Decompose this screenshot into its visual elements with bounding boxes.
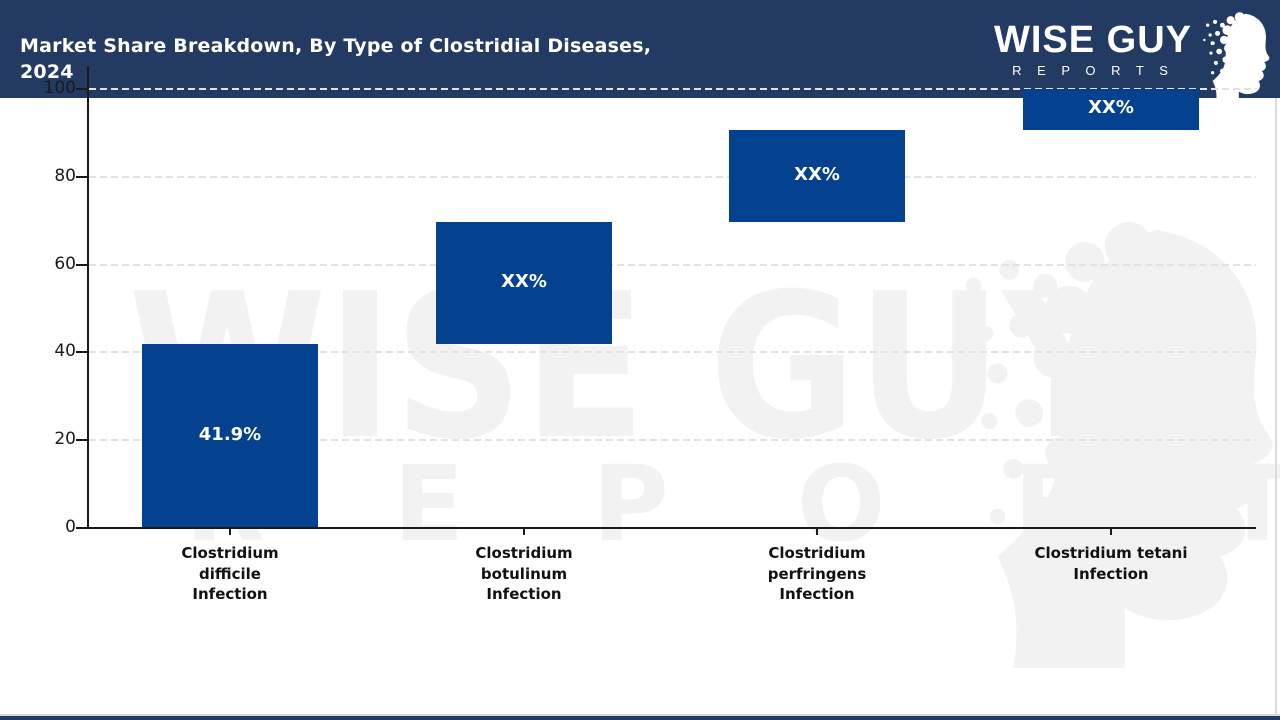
title-line-1: Market Share Breakdown, By Type of Clost… (20, 35, 652, 57)
dotted-face-profile-icon (1203, 12, 1270, 104)
y-axis-spine (87, 67, 89, 529)
logo-wordmark: WISE GUY (993, 19, 1192, 61)
category-label-3: Clostridium perfringens Infection (687, 543, 947, 605)
title-line-2: 2024 (20, 61, 74, 83)
category-label-line: Infection (192, 585, 268, 603)
gridline-100 (89, 88, 1256, 90)
bar-value-label-2: XX% (501, 271, 547, 293)
y-tick-label-100: 100 (43, 78, 76, 98)
category-label-line: Infection (1073, 564, 1149, 583)
footer-bar (0, 716, 1280, 720)
y-tick-20 (76, 439, 88, 442)
x-tick-2 (523, 529, 525, 535)
category-label-line: Infection (779, 585, 855, 603)
y-tick-60 (76, 263, 88, 266)
page-title: Market Share Breakdown, By Type of Clost… (20, 33, 651, 85)
category-label-line: difficile (199, 564, 261, 583)
bar-value-label-4: XX% (1088, 97, 1134, 119)
y-tick-40 (76, 351, 88, 354)
header: Market Share Breakdown, By Type of Clost… (0, 0, 1280, 104)
gridline-20 (89, 439, 1256, 442)
x-tick-1 (229, 529, 231, 535)
y-tick-label-0: 0 (65, 517, 76, 537)
gridline-40 (89, 351, 1256, 354)
category-label-1: Clostridium difficile Infection (100, 543, 360, 605)
x-tick-3 (816, 529, 818, 535)
y-tick-label-80: 80 (54, 165, 76, 186)
category-label-2: Clostridium botulinum Infection (394, 543, 654, 605)
wiseguy-logo: WISE GUY R E P O R T S (994, 8, 1270, 104)
bar-segment-4 (1023, 89, 1199, 130)
category-label-line: Clostridium (768, 544, 866, 562)
y-tick-label-20: 20 (54, 429, 76, 450)
y-tick-label-40: 40 (54, 341, 76, 362)
category-label-line: Clostridium (181, 544, 279, 562)
category-label-line: botulinum (480, 564, 568, 583)
footer-divider (0, 714, 1280, 716)
gridline-60 (89, 263, 1256, 266)
category-label-4: Clostridium tetani Infection (981, 543, 1241, 584)
category-label-line: Clostridium tetani (1034, 544, 1188, 562)
bar-value-label-1: 41.9% (198, 424, 262, 446)
bar-segment-3 (729, 129, 905, 222)
plot-area: 0 20 40 60 80 100 41.9% XX% XX% XX% Clostridium dif… (43, 67, 1256, 605)
x-axis-spine (87, 527, 1256, 529)
bar-segment-2 (436, 222, 612, 345)
logo-subtitle: R E P O R T S (1012, 63, 1174, 78)
gridline-80 (89, 175, 1256, 178)
logo-text: WISE GUY R E P O R T S (994, 20, 1192, 78)
y-tick-100 (76, 88, 88, 90)
category-label-line: perfringens (767, 564, 867, 583)
category-label-line: Clostridium (475, 544, 573, 562)
bar-value-label-3: XX% (794, 163, 840, 185)
y-tick-80 (76, 175, 88, 178)
plot-right-border (1275, 98, 1277, 715)
y-tick-0 (76, 527, 88, 529)
category-label-line: Infection (486, 585, 562, 603)
bar-segment-1 (142, 344, 318, 528)
x-tick-4 (1110, 529, 1112, 535)
y-tick-label-60: 60 (54, 253, 76, 274)
